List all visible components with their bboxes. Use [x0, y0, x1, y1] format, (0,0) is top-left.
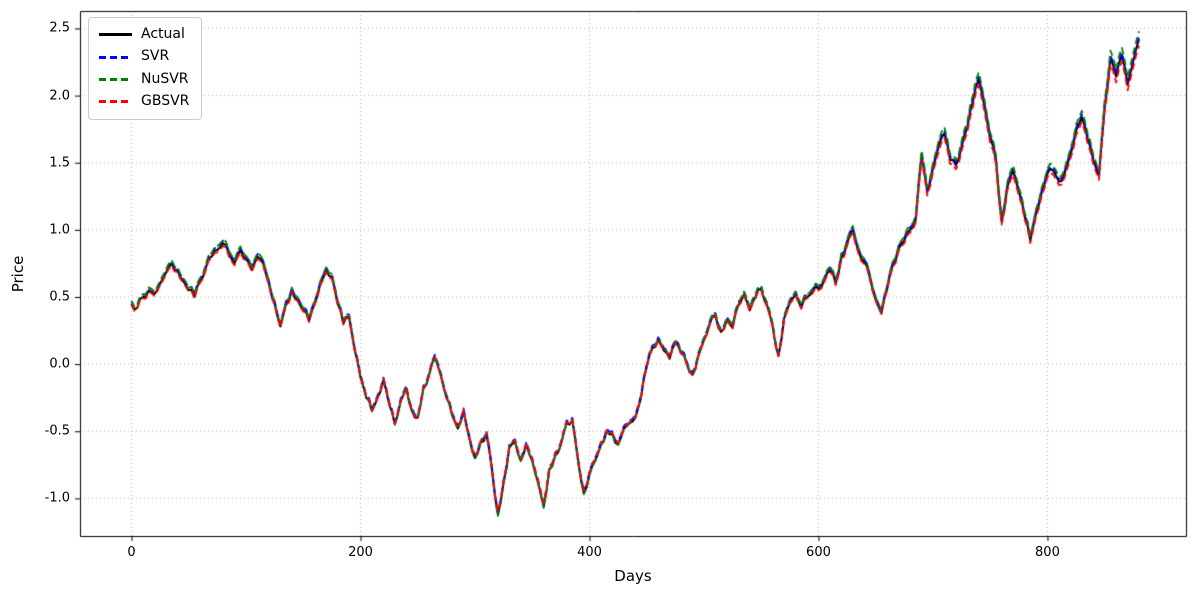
x-tick-label: 600 [806, 545, 831, 560]
legend-item-nusvr: NuSVR [99, 70, 189, 87]
solid-line-sample [99, 33, 132, 37]
legend-label: Actual [141, 26, 185, 42]
dashed-line-sample [99, 100, 132, 104]
dashed-line-sample [99, 77, 132, 81]
y-tick-label: -0.5 [44, 423, 70, 439]
y-tick-label: 1.0 [49, 222, 70, 238]
y-tick-label: -1.0 [44, 490, 70, 506]
legend-label: GBSVR [141, 93, 190, 110]
x-tick-label: 200 [348, 545, 373, 560]
legend-item-gbsvr: GBSVR [99, 93, 190, 110]
x-tick-label: 0 [127, 545, 136, 560]
x-axis-label: Days [614, 567, 652, 585]
y-tick-label: 2.0 [49, 88, 70, 104]
legend-label: SVR [141, 48, 170, 65]
x-tick-label: 800 [1035, 545, 1060, 560]
legend-item-svr: SVR [99, 48, 189, 65]
legend-item-actual: Actual [99, 26, 189, 42]
y-tick-label: 2.5 [49, 20, 70, 36]
x-tick-label: 400 [577, 545, 602, 560]
legend-label: NuSVR [141, 70, 189, 87]
dashed-line-sample [99, 55, 132, 59]
y-tick-label: 1.5 [49, 155, 70, 171]
legend: Actual SVR NuSVR GBSVR [88, 17, 203, 120]
y-axis-label: Price [9, 255, 27, 292]
y-tick-label: 0.0 [49, 356, 70, 372]
y-tick-label: 0.5 [49, 289, 70, 305]
